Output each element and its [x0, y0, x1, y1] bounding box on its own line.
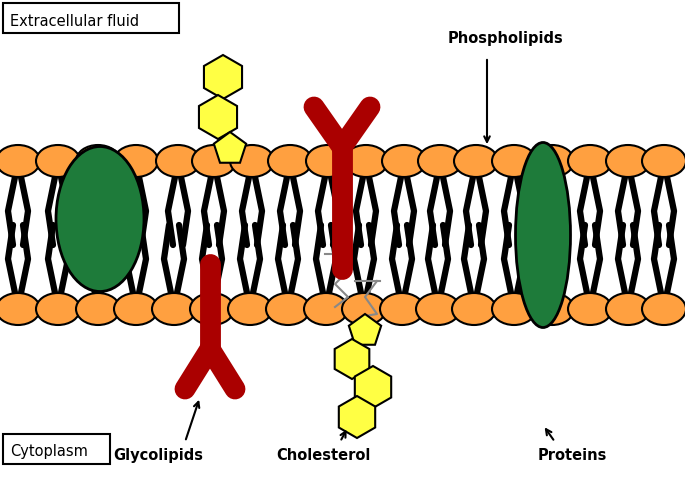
Ellipse shape: [152, 293, 196, 325]
Ellipse shape: [76, 293, 120, 325]
Ellipse shape: [516, 143, 571, 328]
Ellipse shape: [380, 293, 424, 325]
Ellipse shape: [114, 146, 158, 178]
Ellipse shape: [0, 293, 40, 325]
Ellipse shape: [114, 293, 158, 325]
Polygon shape: [355, 366, 391, 408]
Ellipse shape: [76, 146, 120, 178]
Text: Cholesterol: Cholesterol: [276, 447, 370, 463]
Text: Glycolipids: Glycolipids: [113, 447, 203, 463]
Text: Extracellular fluid: Extracellular fluid: [10, 14, 139, 29]
Ellipse shape: [492, 146, 536, 178]
Ellipse shape: [454, 146, 498, 178]
Ellipse shape: [452, 293, 496, 325]
Ellipse shape: [0, 146, 40, 178]
Polygon shape: [199, 96, 237, 140]
Ellipse shape: [568, 146, 612, 178]
Ellipse shape: [492, 293, 536, 325]
Ellipse shape: [56, 147, 144, 292]
Ellipse shape: [530, 293, 574, 325]
Ellipse shape: [190, 293, 234, 325]
Polygon shape: [214, 133, 246, 163]
Text: Phospholipids: Phospholipids: [448, 30, 564, 46]
Ellipse shape: [642, 146, 685, 178]
Ellipse shape: [228, 293, 272, 325]
Ellipse shape: [268, 146, 312, 178]
Ellipse shape: [568, 293, 612, 325]
Ellipse shape: [418, 146, 462, 178]
Ellipse shape: [342, 293, 386, 325]
Ellipse shape: [192, 146, 236, 178]
Ellipse shape: [606, 293, 650, 325]
Ellipse shape: [382, 146, 426, 178]
Polygon shape: [204, 56, 242, 100]
FancyBboxPatch shape: [3, 434, 110, 464]
Ellipse shape: [304, 293, 348, 325]
Ellipse shape: [416, 293, 460, 325]
Ellipse shape: [36, 293, 80, 325]
Text: Proteins: Proteins: [537, 447, 607, 463]
Polygon shape: [339, 396, 375, 438]
Ellipse shape: [606, 146, 650, 178]
Ellipse shape: [642, 293, 685, 325]
Ellipse shape: [156, 146, 200, 178]
FancyBboxPatch shape: [3, 4, 179, 34]
Ellipse shape: [306, 146, 350, 178]
Ellipse shape: [36, 146, 80, 178]
Ellipse shape: [266, 293, 310, 325]
Ellipse shape: [530, 146, 574, 178]
Polygon shape: [349, 314, 381, 345]
Polygon shape: [335, 339, 369, 379]
Text: Cytoplasm: Cytoplasm: [10, 444, 88, 458]
Ellipse shape: [230, 146, 274, 178]
Ellipse shape: [344, 146, 388, 178]
